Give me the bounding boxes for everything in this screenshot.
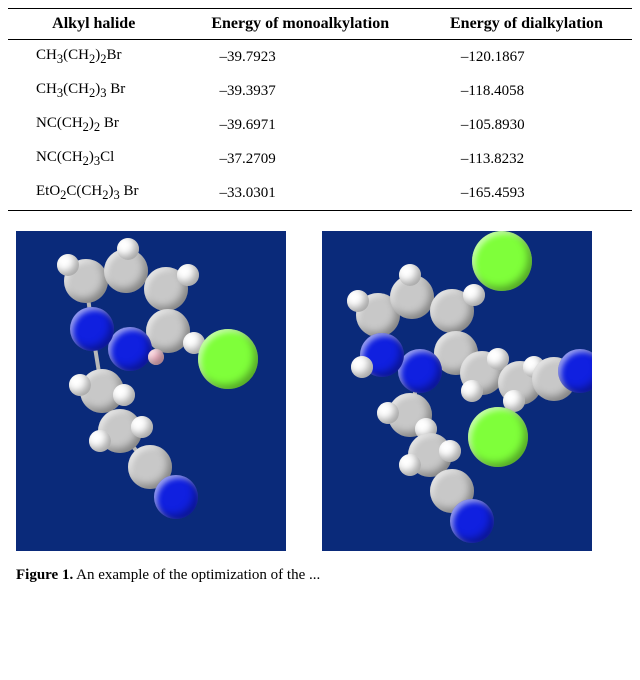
cell-mono: –39.7923 (180, 40, 421, 75)
cell-mono: –33.0301 (180, 176, 421, 211)
cell-halide: NC(CH2)2 Br (8, 108, 180, 142)
cell-halide: EtO2C(CH2)3 Br (8, 176, 180, 211)
figure-text: An example of the optimization of the ..… (73, 567, 320, 583)
figure-row (8, 231, 632, 563)
atom-H (117, 238, 139, 260)
atom-H (463, 284, 485, 306)
atom-H (399, 264, 421, 286)
atom-Hal (198, 329, 258, 389)
molecule-right (322, 231, 592, 551)
atom-H (399, 454, 421, 476)
atom-N (450, 499, 494, 543)
molecule-left (16, 231, 286, 551)
atom-H (351, 356, 373, 378)
table-row: NC(CH2)2 Br–39.6971–105.8930 (8, 108, 632, 142)
col-di: Energy of dialkylation (421, 9, 632, 40)
atom-H (461, 380, 483, 402)
atom-H (347, 290, 369, 312)
atom-H (377, 402, 399, 424)
cell-di: –165.4593 (421, 176, 632, 211)
table-row: EtO2C(CH2)3 Br–33.0301–165.4593 (8, 176, 632, 211)
atom-H (131, 416, 153, 438)
atom-H (89, 430, 111, 452)
cell-halide: NC(CH2)3Cl (8, 142, 180, 176)
table-row: CH3(CH2)2Br–39.7923–120.1867 (8, 40, 632, 75)
cell-di: –113.8232 (421, 142, 632, 176)
energy-table: Alkyl halide Energy of monoalkylation En… (8, 8, 632, 211)
cell-di: –105.8930 (421, 108, 632, 142)
table-row: CH3(CH2)3 Br–39.3937–118.4058 (8, 74, 632, 108)
atom-H (57, 254, 79, 276)
col-mono: Energy of monoalkylation (180, 9, 421, 40)
table-row: NC(CH2)3Cl–37.2709–113.8232 (8, 142, 632, 176)
atom-H (439, 440, 461, 462)
atom-H (177, 264, 199, 286)
col-halide: Alkyl halide (8, 9, 180, 40)
atom-Hal (472, 231, 532, 291)
figure-number: Figure 1. (16, 567, 73, 583)
cell-mono: –37.2709 (180, 142, 421, 176)
cell-di: –120.1867 (421, 40, 632, 75)
atom-N (70, 307, 114, 351)
atom-H (113, 384, 135, 406)
atom-N (398, 349, 442, 393)
cell-halide: CH3(CH2)2Br (8, 40, 180, 75)
atom-N (108, 327, 152, 371)
cell-mono: –39.6971 (180, 108, 421, 142)
cell-halide: CH3(CH2)3 Br (8, 74, 180, 108)
cell-di: –118.4058 (421, 74, 632, 108)
cell-mono: –39.3937 (180, 74, 421, 108)
atom-Hp (148, 349, 164, 365)
atom-H (69, 374, 91, 396)
atom-Hal (468, 407, 528, 467)
atom-N (154, 475, 198, 519)
figure-caption: Figure 1. An example of the optimization… (8, 563, 632, 584)
